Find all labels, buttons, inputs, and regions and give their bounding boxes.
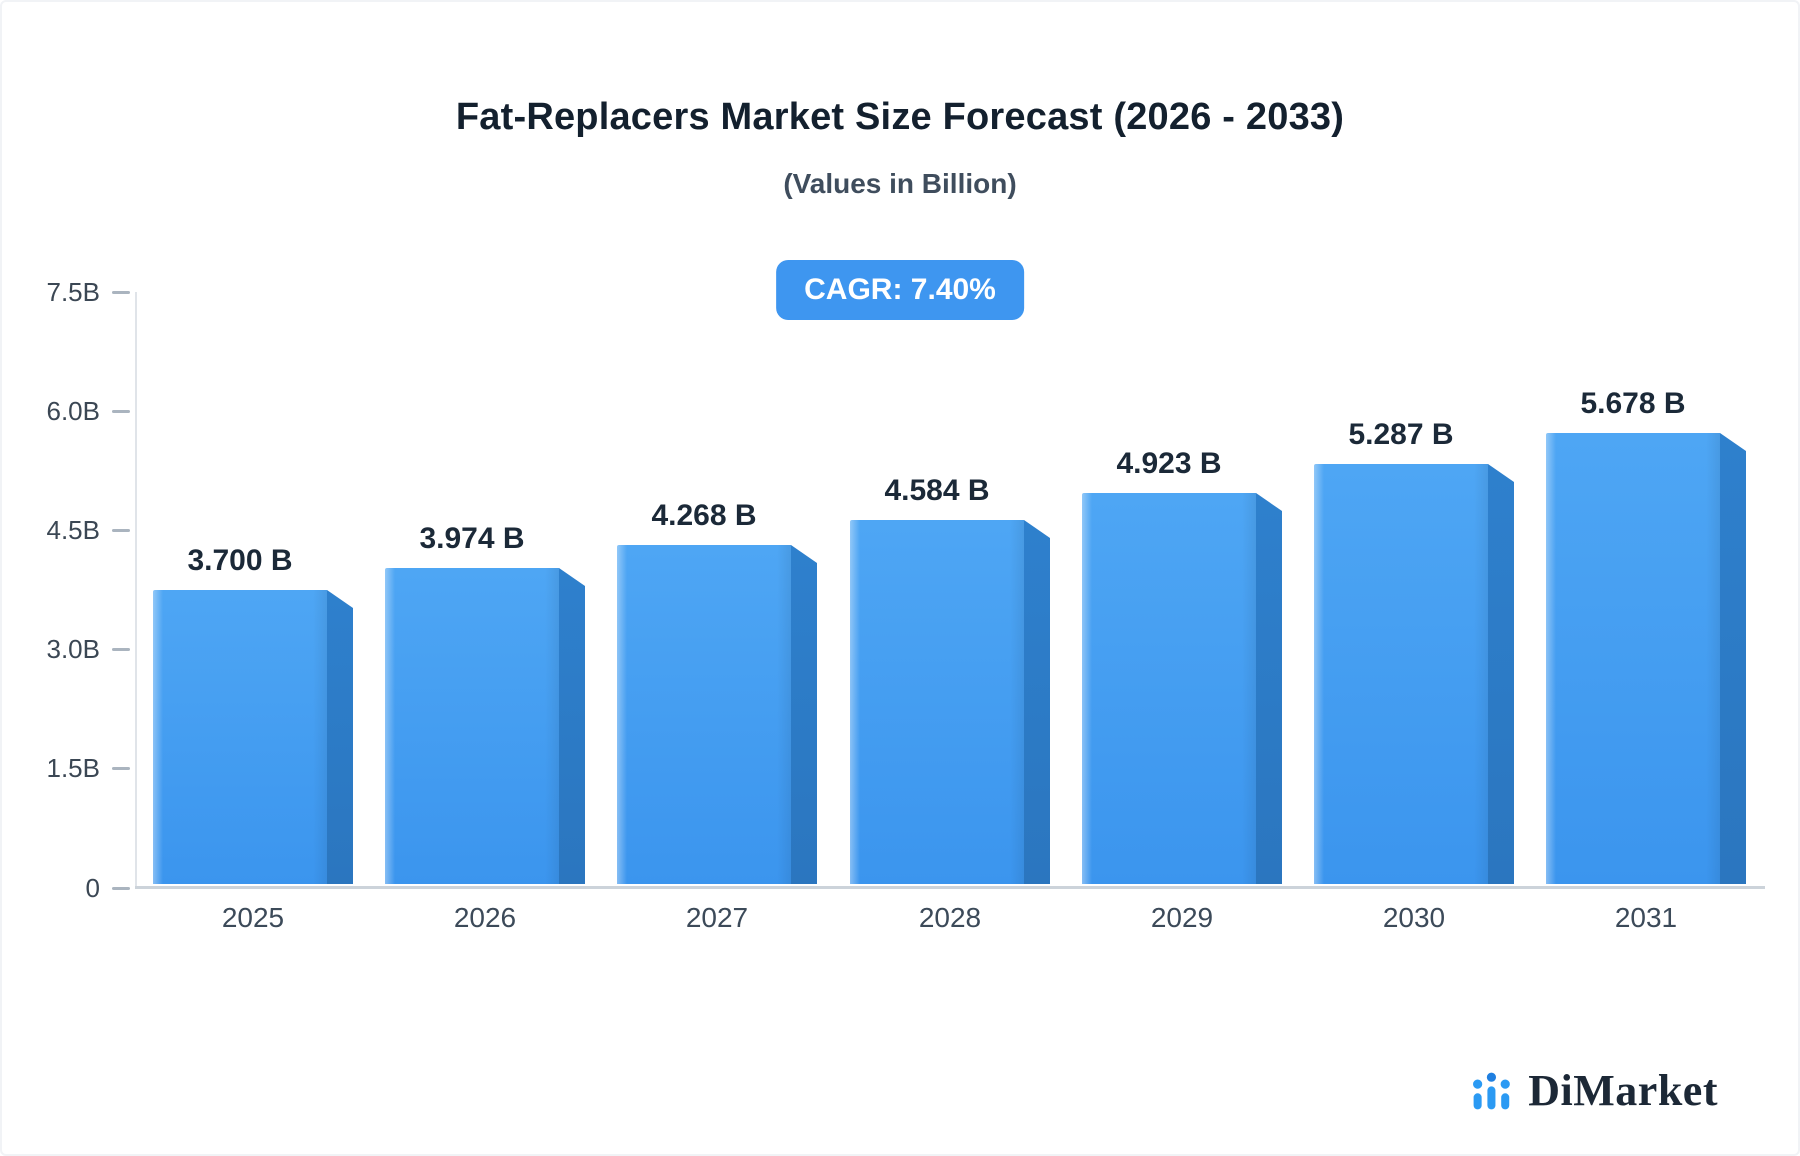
x-tick-label: 2028 — [918, 902, 982, 933]
bar-front-face — [1314, 464, 1488, 884]
bar-group-2025: 3.700 B 2025 — [153, 544, 353, 933]
bar — [617, 545, 817, 884]
bar-side-face — [1720, 433, 1746, 884]
bar-group-2030: 5.287 B 2030 — [1314, 418, 1514, 933]
bar-value-label: 4.584 B — [884, 474, 990, 507]
bar-side-face — [1488, 464, 1514, 884]
bar-value-label: 5.678 B — [1580, 387, 1686, 420]
y-tick-label: 3.0B — [46, 634, 101, 665]
bar — [1546, 433, 1746, 884]
bar-group-2027: 4.268 B 2027 — [617, 499, 817, 933]
bar-side-face — [559, 568, 585, 884]
bar — [1314, 464, 1514, 884]
bar — [1082, 493, 1282, 884]
x-tick-label: 2027 — [685, 902, 749, 933]
bar-front-face — [153, 590, 327, 884]
x-axis-baseline — [135, 886, 1765, 889]
bar-group-2031: 5.678 B 2031 — [1546, 387, 1746, 933]
y-tick: 0 — [2, 873, 130, 903]
bar-side-face — [1024, 520, 1050, 884]
x-tick-label: 2026 — [453, 902, 517, 933]
chart-subtitle: (Values in Billion) — [783, 168, 1017, 199]
bar-group-2029: 4.923 B 2029 — [1082, 447, 1282, 933]
bar — [153, 590, 353, 884]
y-tick-label: 0 — [85, 872, 100, 903]
y-tick-mark — [112, 648, 130, 652]
bar-front-face — [385, 568, 559, 884]
bar-front-face — [1546, 433, 1720, 884]
bar-group-2028: 4.584 B 2028 — [850, 474, 1050, 933]
x-tick-label: 2030 — [1382, 902, 1446, 933]
bar-value-label: 4.268 B — [651, 499, 757, 532]
y-tick-mark — [112, 290, 130, 294]
bar-side-face — [327, 590, 353, 884]
bar-front-face — [617, 545, 791, 884]
bar-front-face — [1082, 493, 1256, 884]
bar-side-face — [1256, 493, 1282, 884]
cagr-badge: CAGR: 7.40% — [776, 260, 1024, 320]
y-tick: 1.5B — [2, 753, 130, 784]
x-tick-label: 2029 — [1150, 902, 1214, 933]
y-tick-mark — [112, 767, 130, 771]
y-tick: 6.0B — [2, 396, 130, 426]
y-tick-label: 7.5B — [46, 276, 101, 307]
x-tick-label: 2031 — [1614, 902, 1678, 933]
y-tick-label: 4.5B — [46, 514, 101, 545]
bar-chart-logo-icon — [1473, 1072, 1511, 1109]
y-axis-line — [135, 292, 137, 888]
y-tick-mark — [112, 409, 130, 413]
bar — [850, 520, 1050, 884]
chart-title: Fat-Replacers Market Size Forecast (2026… — [455, 96, 1345, 138]
x-tick-label: 2025 — [221, 902, 285, 933]
brand-name: DiMarket — [1528, 1066, 1718, 1115]
bar-value-label: 3.974 B — [419, 522, 525, 555]
bar — [385, 568, 585, 884]
brand-logo: DiMarket — [1469, 1065, 1718, 1116]
bar-value-label: 4.923 B — [1116, 447, 1222, 480]
bar-value-label: 5.287 B — [1348, 418, 1454, 451]
y-tick: 4.5B — [2, 515, 130, 545]
y-tick-label: 1.5B — [46, 753, 101, 784]
y-tick-mark — [112, 886, 130, 890]
y-tick-label: 6.0B — [46, 395, 101, 426]
y-tick: 7.5B — [2, 277, 130, 307]
bar-side-face — [791, 545, 817, 884]
bar-group-2026: 3.974 B 2026 — [385, 522, 585, 933]
bar-front-face — [850, 520, 1024, 884]
y-tick-mark — [112, 528, 130, 532]
bar-value-label: 3.700 B — [187, 544, 293, 577]
y-tick: 3.0B — [2, 634, 130, 665]
